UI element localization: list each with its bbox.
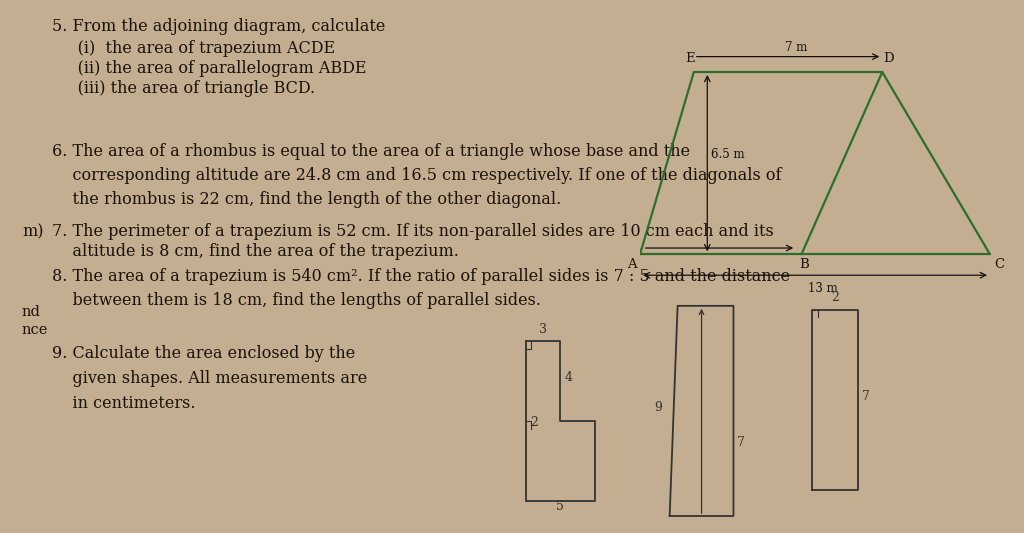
- Text: 13 m: 13 m: [808, 282, 838, 295]
- Text: nce: nce: [22, 323, 48, 337]
- Text: C: C: [994, 259, 1005, 271]
- Text: m): m): [22, 223, 43, 240]
- Text: 5. From the adjoining diagram, calculate: 5. From the adjoining diagram, calculate: [52, 18, 385, 35]
- Text: 7. The perimeter of a trapezium is 52 cm. If its non-parallel sides are 10 cm ea: 7. The perimeter of a trapezium is 52 cm…: [52, 223, 774, 240]
- Text: 6.5 m: 6.5 m: [712, 148, 744, 161]
- Text: nd: nd: [22, 305, 41, 319]
- Text: D: D: [884, 52, 894, 65]
- Text: altitude is 8 cm, find the area of the trapezium.: altitude is 8 cm, find the area of the t…: [52, 243, 459, 260]
- Text: 3: 3: [539, 323, 547, 336]
- Text: A: A: [627, 259, 637, 271]
- Text: B: B: [800, 259, 809, 271]
- Text: 2: 2: [530, 416, 539, 430]
- Text: E: E: [685, 52, 694, 65]
- Text: 7: 7: [862, 390, 869, 403]
- Text: 5: 5: [556, 500, 564, 513]
- Text: 7 m: 7 m: [785, 41, 807, 54]
- Text: (iii) the area of triangle BCD.: (iii) the area of triangle BCD.: [52, 80, 315, 97]
- Text: 9: 9: [653, 401, 662, 414]
- Text: 9. Calculate the area enclosed by the
    given shapes. All measurements are
   : 9. Calculate the area enclosed by the gi…: [52, 345, 368, 411]
- Text: (ii) the area of parallelogram ABDE: (ii) the area of parallelogram ABDE: [52, 60, 367, 77]
- Text: (i)  the area of trapezium ACDE: (i) the area of trapezium ACDE: [52, 40, 335, 57]
- Text: 6. The area of a rhombus is equal to the area of a triangle whose base and the
 : 6. The area of a rhombus is equal to the…: [52, 143, 781, 208]
- Text: 7: 7: [736, 436, 744, 449]
- Text: 2: 2: [831, 292, 839, 304]
- Text: 4: 4: [564, 371, 572, 384]
- Text: 8. The area of a trapezium is 540 cm². If the ratio of parallel sides is 7 : 5 a: 8. The area of a trapezium is 540 cm². I…: [52, 268, 791, 309]
